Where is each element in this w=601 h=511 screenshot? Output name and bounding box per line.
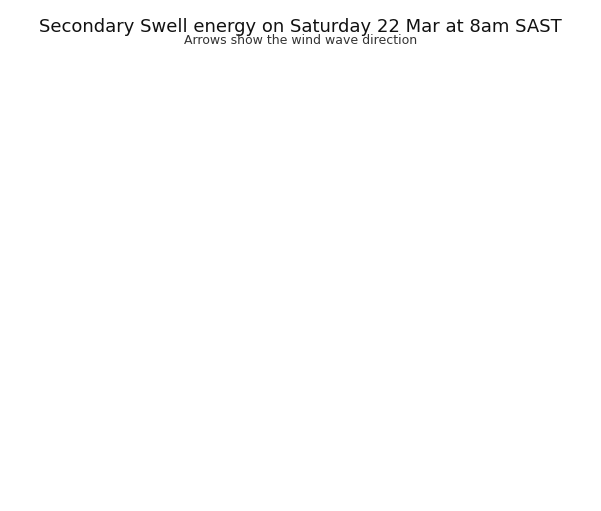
Text: Arrows show the wind wave direction: Arrows show the wind wave direction <box>184 34 417 47</box>
Text: Secondary Swell energy on Saturday 22 Mar at 8am SAST: Secondary Swell energy on Saturday 22 Ma… <box>39 18 562 36</box>
